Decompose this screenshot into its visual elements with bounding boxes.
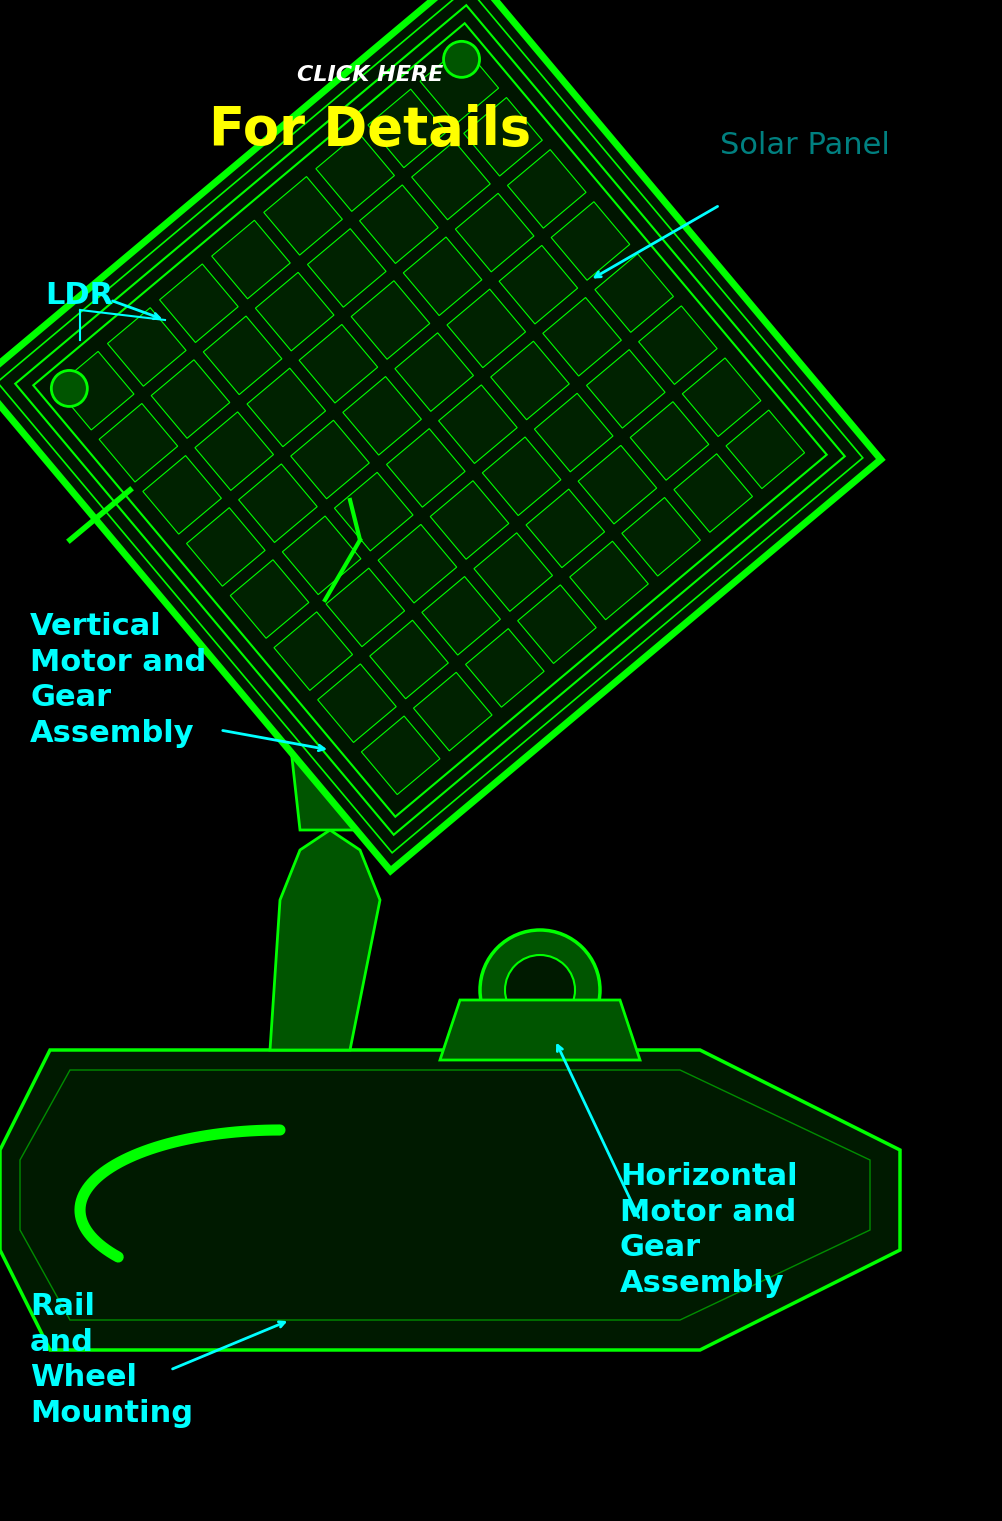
Polygon shape	[335, 473, 413, 551]
Polygon shape	[33, 23, 827, 817]
Polygon shape	[316, 132, 395, 211]
Polygon shape	[412, 141, 490, 219]
Polygon shape	[280, 595, 370, 830]
Text: LDR: LDR	[45, 280, 113, 309]
Polygon shape	[455, 193, 534, 272]
Polygon shape	[360, 186, 438, 263]
Polygon shape	[420, 46, 499, 125]
Polygon shape	[326, 569, 405, 646]
Polygon shape	[99, 403, 177, 482]
Circle shape	[505, 955, 575, 1025]
Polygon shape	[274, 611, 353, 691]
Polygon shape	[586, 350, 665, 427]
Text: Solar Panel: Solar Panel	[720, 131, 890, 160]
Polygon shape	[211, 221, 291, 298]
Polygon shape	[291, 420, 370, 499]
Polygon shape	[159, 265, 238, 342]
Polygon shape	[507, 149, 586, 228]
Polygon shape	[308, 228, 386, 307]
Polygon shape	[362, 716, 440, 794]
Polygon shape	[447, 289, 526, 368]
Circle shape	[338, 637, 382, 681]
Polygon shape	[466, 628, 544, 707]
Polygon shape	[283, 516, 361, 595]
Circle shape	[51, 371, 87, 406]
Polygon shape	[499, 245, 577, 324]
Polygon shape	[370, 621, 448, 698]
Polygon shape	[238, 464, 318, 543]
Polygon shape	[352, 281, 430, 359]
Polygon shape	[482, 437, 561, 516]
Polygon shape	[518, 586, 596, 663]
Polygon shape	[318, 665, 396, 742]
Circle shape	[320, 621, 400, 700]
Text: Horizontal
Motor and
Gear
Assembly: Horizontal Motor and Gear Assembly	[620, 1162, 798, 1299]
Circle shape	[280, 656, 370, 745]
Polygon shape	[526, 490, 604, 567]
Polygon shape	[107, 307, 186, 386]
Polygon shape	[414, 672, 492, 751]
Polygon shape	[682, 357, 761, 437]
Circle shape	[444, 41, 480, 78]
Circle shape	[300, 675, 350, 726]
Polygon shape	[186, 508, 266, 586]
Text: For Details: For Details	[209, 103, 531, 157]
Polygon shape	[378, 525, 457, 602]
Polygon shape	[195, 412, 274, 490]
Polygon shape	[300, 324, 378, 403]
Polygon shape	[151, 360, 229, 438]
Polygon shape	[638, 306, 717, 385]
Polygon shape	[534, 394, 613, 472]
Polygon shape	[578, 446, 656, 523]
Polygon shape	[256, 272, 334, 351]
Polygon shape	[726, 411, 805, 488]
Polygon shape	[543, 298, 621, 376]
Polygon shape	[440, 999, 640, 1060]
Polygon shape	[622, 497, 700, 576]
Polygon shape	[203, 316, 282, 394]
Polygon shape	[551, 202, 629, 280]
Polygon shape	[0, 1049, 900, 1351]
Polygon shape	[290, 700, 380, 800]
Polygon shape	[343, 377, 422, 455]
Polygon shape	[403, 237, 482, 315]
Polygon shape	[247, 368, 326, 447]
Text: Vertical
Motor and
Gear
Assembly: Vertical Motor and Gear Assembly	[30, 611, 206, 748]
Text: Rail
and
Wheel
Mounting: Rail and Wheel Mounting	[30, 1291, 193, 1428]
Polygon shape	[55, 351, 134, 430]
Polygon shape	[630, 402, 708, 481]
Polygon shape	[430, 481, 509, 560]
Polygon shape	[422, 576, 500, 656]
Polygon shape	[0, 0, 881, 872]
Polygon shape	[368, 90, 447, 167]
Polygon shape	[474, 532, 552, 611]
Polygon shape	[491, 341, 569, 420]
Polygon shape	[395, 333, 474, 411]
Polygon shape	[439, 385, 517, 464]
Polygon shape	[143, 456, 221, 534]
Polygon shape	[674, 453, 753, 532]
Polygon shape	[264, 176, 343, 256]
Polygon shape	[570, 541, 648, 619]
Circle shape	[480, 929, 600, 1049]
Polygon shape	[270, 830, 380, 1049]
Polygon shape	[230, 560, 309, 639]
Polygon shape	[280, 540, 420, 649]
Polygon shape	[595, 254, 673, 333]
Text: CLICK HERE: CLICK HERE	[297, 65, 443, 85]
Polygon shape	[464, 97, 542, 176]
Polygon shape	[387, 429, 465, 506]
